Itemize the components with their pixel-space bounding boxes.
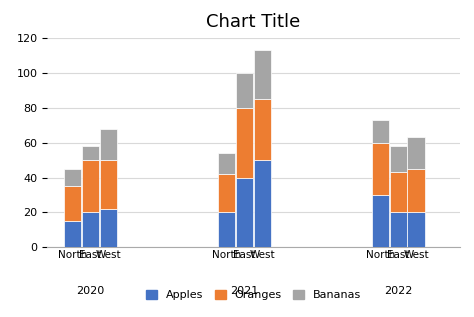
Text: 2022: 2022 — [384, 286, 412, 296]
Bar — [82, 212, 99, 247]
Bar — [100, 129, 117, 160]
Legend: Apples, Oranges, Bananas: Apples, Oranges, Bananas — [142, 285, 365, 304]
Bar — [64, 221, 81, 247]
Bar — [372, 195, 389, 247]
Bar — [100, 160, 117, 209]
Bar — [372, 120, 389, 143]
Bar — [254, 99, 271, 160]
Bar — [236, 73, 253, 108]
Bar — [236, 178, 253, 247]
Bar — [408, 138, 425, 169]
Bar — [254, 50, 271, 99]
Bar — [64, 186, 81, 221]
Bar — [100, 209, 117, 247]
Bar — [390, 212, 407, 247]
Bar — [218, 174, 235, 212]
Title: Chart Title: Chart Title — [207, 13, 301, 31]
Bar — [82, 146, 99, 160]
Text: 2021: 2021 — [230, 286, 258, 296]
Bar — [390, 146, 407, 172]
Bar — [64, 169, 81, 186]
Text: 2020: 2020 — [76, 286, 105, 296]
Bar — [254, 160, 271, 247]
Bar — [408, 169, 425, 212]
Bar — [218, 153, 235, 174]
Bar — [82, 160, 99, 212]
Bar — [408, 212, 425, 247]
Bar — [372, 143, 389, 195]
Bar — [390, 172, 407, 212]
Bar — [218, 212, 235, 247]
Bar — [236, 108, 253, 178]
